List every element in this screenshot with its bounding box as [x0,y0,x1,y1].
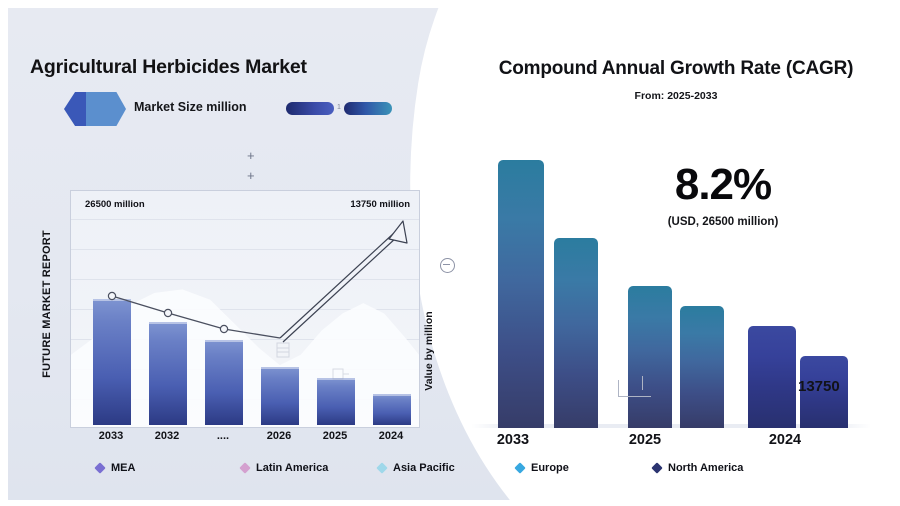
x-axis-labels: 2033 2032 .... 2026 2025 2024 [70,430,418,448]
bar-2025 [317,378,355,425]
legend-marker-icon [651,462,663,474]
legend-marker-icon [94,462,106,474]
pill-swatch-primary [286,102,334,115]
cagr-chart [466,148,886,428]
x-label-5: 2024 [378,430,404,442]
x-label-2: .... [216,430,230,442]
cagr-title: Compound Annual Growth Rate (CAGR) [498,58,854,79]
bar-series [71,191,419,427]
legend-marker-icon [514,462,526,474]
legend-item-latin-america: Latin America [239,462,329,474]
market-size-label: Market Size million [134,100,247,114]
legend-marker-icon [239,462,251,474]
poster-canvas: Agricultural Herbicides Market Market Si… [8,8,894,500]
hexagon-logo-icon [64,92,126,126]
page-title: Agricultural Herbicides Market [30,56,307,78]
legend-item-asia-pacific: Asia Pacific [376,462,455,474]
chart-notch-icon [618,380,651,397]
legend-item-mea: MEA [94,462,136,474]
plus-marker-icon-1: + [247,148,255,163]
x-label-0: 2033 [98,430,124,442]
bar-2026 [261,367,299,425]
y-axis-label-right: Value by million [423,311,435,391]
cagr-data-label: 13750 [798,378,840,395]
x-label-3: 2026 [266,430,292,442]
minus-circle-icon [440,258,455,273]
brand-row: Market Size million 1 [64,92,394,126]
market-size-chart: 26500 million 13750 million [70,190,420,428]
legend-label: Latin America [256,462,329,474]
legend-item-europe: Europe [514,462,569,474]
cagr-bar-2025-secondary [680,306,724,428]
bar-2032 [149,322,187,425]
cagr-bar-2033-secondary [554,238,598,428]
cagr-bar-2033-primary [498,160,544,428]
bar-ellipsis [205,340,243,425]
pill-separator-label: 1 [337,104,341,111]
legend: MEA Latin America Asia Pacific Europe No… [8,462,894,484]
x-label-1: 2032 [154,430,180,442]
legend-item-north-america: North America [651,462,744,474]
pill-legend: 1 [286,102,398,116]
plus-marker-icon-2: + [247,168,255,183]
chart-notch-tick-icon [642,376,643,390]
left-panel: Agricultural Herbicides Market Market Si… [8,8,458,500]
chart-annotation-right: 13750 million [350,199,410,210]
cagr-x-label-1: 2025 [628,432,662,448]
legend-label: Europe [531,462,569,474]
cagr-bar-2024-secondary [800,356,848,428]
legend-label: North America [668,462,744,474]
right-panel: Compound Annual Growth Rate (CAGR) From:… [458,8,894,500]
trend-overlay [107,220,408,343]
legend-label: MEA [111,462,136,474]
watermark-icons [276,342,349,380]
cagr-bar-2024-primary [748,326,796,428]
bar-2024 [373,394,411,425]
legend-marker-icon [376,462,388,474]
x-label-4: 2025 [322,430,348,442]
legend-label: Asia Pacific [393,462,455,474]
cagr-bar-2025-primary [628,286,672,428]
cagr-subtitle: From: 2025-2033 [634,90,718,102]
cagr-value: 8.2% [674,160,772,209]
chart-annotation-left: 26500 million [85,199,145,210]
y-axis-label-left: FUTURE MARKET REPORT [41,230,53,378]
cagr-x-label-2: 2024 [768,432,802,448]
cagr-note: (USD, 26500 million) [667,216,779,228]
pill-swatch-secondary [344,102,392,115]
cagr-x-label-0: 2033 [496,432,530,448]
